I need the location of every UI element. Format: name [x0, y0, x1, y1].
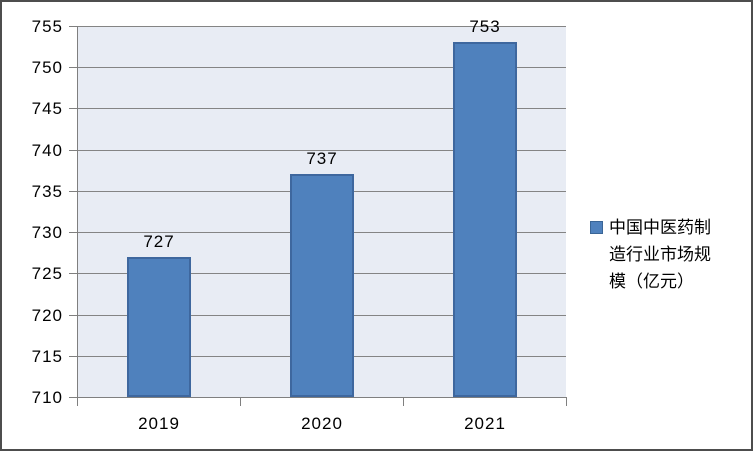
legend-marker-icon	[590, 221, 603, 234]
x-axis-tick	[566, 398, 567, 406]
x-axis-tick	[403, 398, 404, 406]
y-axis-tick	[69, 315, 77, 316]
x-axis-category-label: 2019	[138, 414, 180, 433]
x-axis-line	[77, 397, 567, 398]
y-axis-tick-label: 720	[31, 306, 63, 325]
bar	[453, 42, 517, 397]
legend-label: 中国中医药制造行业市场规模（亿元）	[609, 218, 711, 291]
bar	[290, 174, 354, 397]
y-axis-tick-label: 755	[31, 17, 63, 36]
y-axis-tick	[69, 273, 77, 274]
y-axis-tick-label: 730	[31, 223, 63, 242]
y-axis-tick-label: 715	[31, 347, 63, 366]
bar	[127, 257, 191, 397]
x-axis-tick	[77, 398, 78, 406]
y-axis-tick-label: 740	[31, 141, 63, 160]
y-axis-tick	[69, 26, 77, 27]
y-axis-tick-label: 745	[31, 99, 63, 118]
y-axis-tick	[69, 232, 77, 233]
bar-value-label: 753	[469, 17, 501, 36]
y-axis-tick	[69, 108, 77, 109]
gridline	[77, 150, 566, 151]
legend: 中国中医药制造行业市场规模（亿元）	[590, 214, 723, 295]
y-axis-tick	[69, 397, 77, 398]
y-axis-tick	[69, 191, 77, 192]
y-axis-tick-label: 750	[31, 58, 63, 77]
bar-value-label: 737	[306, 149, 338, 168]
y-axis-line	[77, 26, 78, 397]
x-axis-category-label: 2021	[464, 414, 506, 433]
bar-value-label: 727	[143, 232, 175, 251]
y-axis-tick	[69, 356, 77, 357]
x-axis-category-label: 2020	[301, 414, 343, 433]
gridline	[77, 67, 566, 68]
y-axis-tick-label: 725	[31, 264, 63, 283]
gridline	[77, 108, 566, 109]
y-axis-tick	[69, 67, 77, 68]
x-axis-tick	[240, 398, 241, 406]
y-axis-tick-label: 735	[31, 182, 63, 201]
gridline	[77, 26, 566, 27]
y-axis-tick-label: 710	[31, 388, 63, 407]
y-axis-tick	[69, 150, 77, 151]
